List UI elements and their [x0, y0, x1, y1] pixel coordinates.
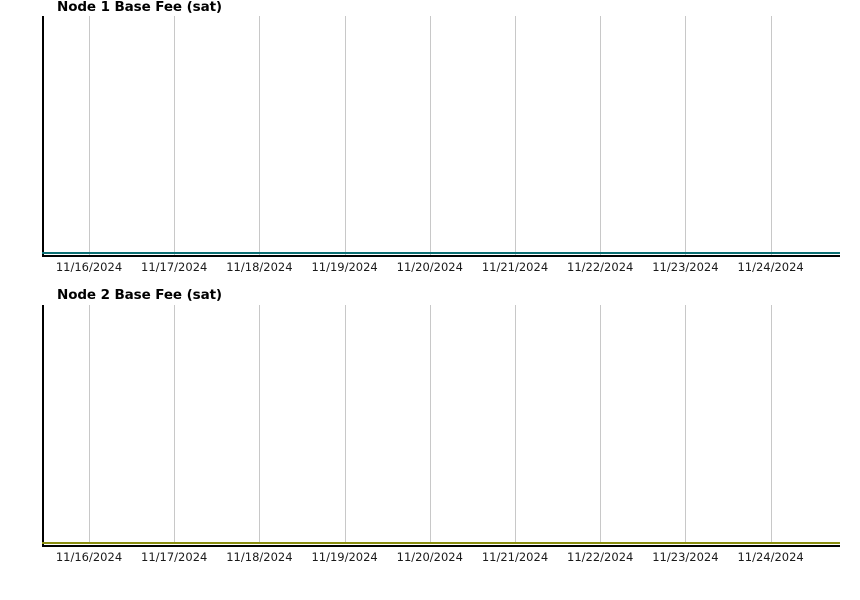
x-tick-label: 11/20/2024	[396, 260, 463, 274]
gridline	[259, 305, 261, 544]
x-tick-label: 11/22/2024	[567, 550, 634, 564]
gridline	[770, 305, 772, 544]
x-tick-label: 11/24/2024	[737, 260, 804, 274]
x-tick-label: 11/24/2024	[737, 550, 804, 564]
chart-panel-node1: Node 1 Base Fee (sat) 11/16/2024 11/17/20…	[0, 0, 860, 290]
x-tick-label: 11/23/2024	[652, 550, 719, 564]
x-tick-label: 11/21/2024	[481, 550, 549, 564]
plot-area-node1	[42, 16, 840, 255]
gridline	[770, 16, 772, 255]
x-tick-label: 11/21/2024	[481, 260, 549, 274]
gridline	[515, 305, 516, 544]
chart-title-node2: Node 2 Base Fee (sat)	[57, 287, 223, 303]
gridline	[89, 16, 90, 255]
gridline	[344, 16, 346, 255]
series-line-node2	[42, 542, 840, 544]
x-tick-label: 11/17/2024	[141, 550, 208, 564]
gridline	[600, 305, 602, 544]
x-tick-labels-node1: 11/16/2024 11/17/2024 11/18/2024 11/19/2024…	[0, 260, 860, 276]
y-axis-line-node2	[42, 305, 44, 546]
gridline	[429, 305, 431, 544]
gridline	[174, 16, 176, 255]
x-tick-label: 11/20/2024	[396, 550, 463, 564]
gridline	[174, 305, 176, 544]
gridline	[685, 16, 687, 255]
gridline	[600, 16, 602, 255]
x-tick-label: 11/16/2024	[55, 550, 123, 564]
x-axis-line-node2	[42, 545, 840, 547]
gridline	[685, 305, 687, 544]
x-tick-labels-node2: 11/16/2024 11/17/2024 11/18/2024 11/19/2024…	[0, 550, 860, 566]
gridline	[515, 16, 516, 255]
series-line-node1	[42, 252, 840, 254]
x-tick-label: 11/19/2024	[311, 550, 378, 564]
x-axis-line-node1	[42, 255, 840, 257]
chart-panel-node2: Node 2 Base Fee (sat) 11/16/2024 11/17/20…	[0, 288, 860, 580]
x-tick-label: 11/19/2024	[311, 260, 378, 274]
gridline	[89, 305, 90, 544]
gridline	[259, 16, 261, 255]
x-tick-label: 11/16/2024	[55, 260, 123, 274]
gridlines-node1	[42, 16, 840, 255]
gridlines-node2	[42, 305, 840, 544]
chart-title-node1: Node 1 Base Fee (sat)	[57, 0, 223, 15]
x-tick-label: 11/18/2024	[226, 550, 293, 564]
x-tick-label: 11/22/2024	[567, 260, 634, 274]
gridline	[429, 16, 431, 255]
gridline	[344, 305, 346, 544]
plot-area-node2	[42, 305, 840, 544]
x-tick-label: 11/17/2024	[141, 260, 208, 274]
x-tick-label: 11/18/2024	[226, 260, 293, 274]
x-tick-label: 11/23/2024	[652, 260, 719, 274]
y-axis-line-node1	[42, 16, 44, 256]
